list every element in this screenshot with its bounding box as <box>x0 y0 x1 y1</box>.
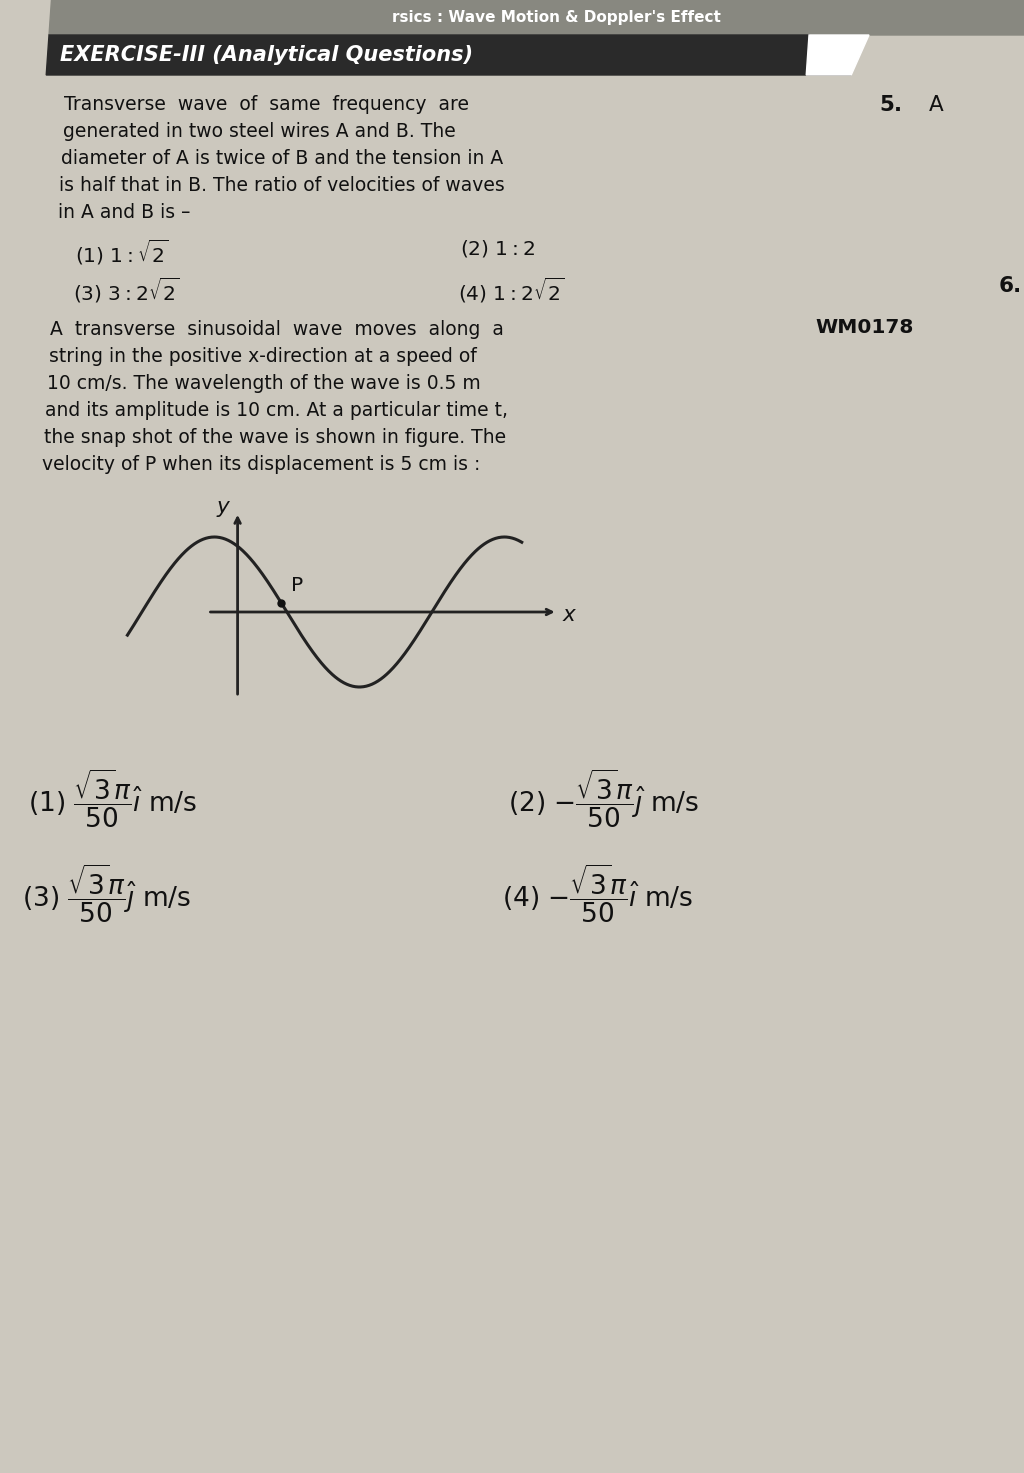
Text: the snap shot of the wave is shown in figure. The: the snap shot of the wave is shown in fi… <box>44 429 506 446</box>
Text: P: P <box>291 576 303 595</box>
Polygon shape <box>49 0 1024 35</box>
Text: (3) $3:2\sqrt{2}$: (3) $3:2\sqrt{2}$ <box>73 275 179 305</box>
Text: 6.: 6. <box>998 275 1021 296</box>
Text: (2) $1:2$: (2) $1:2$ <box>461 239 536 259</box>
Text: (1) $\dfrac{\sqrt{3}\pi}{50}\hat{\imath}$ m/s: (1) $\dfrac{\sqrt{3}\pi}{50}\hat{\imath}… <box>28 767 198 829</box>
Text: rsics : Wave Motion & Doppler's Effect: rsics : Wave Motion & Doppler's Effect <box>391 10 720 25</box>
Text: y: y <box>216 496 229 517</box>
Polygon shape <box>46 35 851 75</box>
Text: A  transverse  sinusoidal  wave  moves  along  a: A transverse sinusoidal wave moves along… <box>50 320 504 339</box>
Text: and its amplitude is 10 cm. At a particular time t,: and its amplitude is 10 cm. At a particu… <box>45 401 509 420</box>
Text: (2) $-\dfrac{\sqrt{3}\pi}{50}\hat{\jmath}$ m/s: (2) $-\dfrac{\sqrt{3}\pi}{50}\hat{\jmath… <box>508 767 699 829</box>
Text: A: A <box>929 94 944 115</box>
Text: EXERCISE-III (Analytical Questions): EXERCISE-III (Analytical Questions) <box>59 46 473 65</box>
Text: (4) $1:2\sqrt{2}$: (4) $1:2\sqrt{2}$ <box>458 275 564 305</box>
Text: 5.: 5. <box>880 94 902 115</box>
Text: 10 cm/s. The wavelength of the wave is 0.5 m: 10 cm/s. The wavelength of the wave is 0… <box>47 374 481 393</box>
Text: diameter of A is twice of B and the tension in A: diameter of A is twice of B and the tens… <box>60 149 503 168</box>
Polygon shape <box>806 35 869 75</box>
Text: (4) $-\dfrac{\sqrt{3}\pi}{50}\hat{\imath}$ m/s: (4) $-\dfrac{\sqrt{3}\pi}{50}\hat{\imath… <box>503 862 693 925</box>
Text: in A and B is –: in A and B is – <box>57 203 190 222</box>
Text: string in the positive x-direction at a speed of: string in the positive x-direction at a … <box>49 348 476 365</box>
Text: Transverse  wave  of  same  frequency  are: Transverse wave of same frequency are <box>65 94 469 113</box>
Text: x: x <box>562 605 575 625</box>
Text: WM0178: WM0178 <box>815 318 914 337</box>
Text: (3) $\dfrac{\sqrt{3}\pi}{50}\hat{\jmath}$ m/s: (3) $\dfrac{\sqrt{3}\pi}{50}\hat{\jmath}… <box>23 862 191 925</box>
Text: (1) $1:\sqrt{2}$: (1) $1:\sqrt{2}$ <box>76 239 169 267</box>
Text: generated in two steel wires A and B. The: generated in two steel wires A and B. Th… <box>62 122 456 141</box>
Text: is half that in B. The ratio of velocities of waves: is half that in B. The ratio of velociti… <box>59 175 505 194</box>
Text: velocity of P when its displacement is 5 cm is :: velocity of P when its displacement is 5… <box>42 455 480 474</box>
